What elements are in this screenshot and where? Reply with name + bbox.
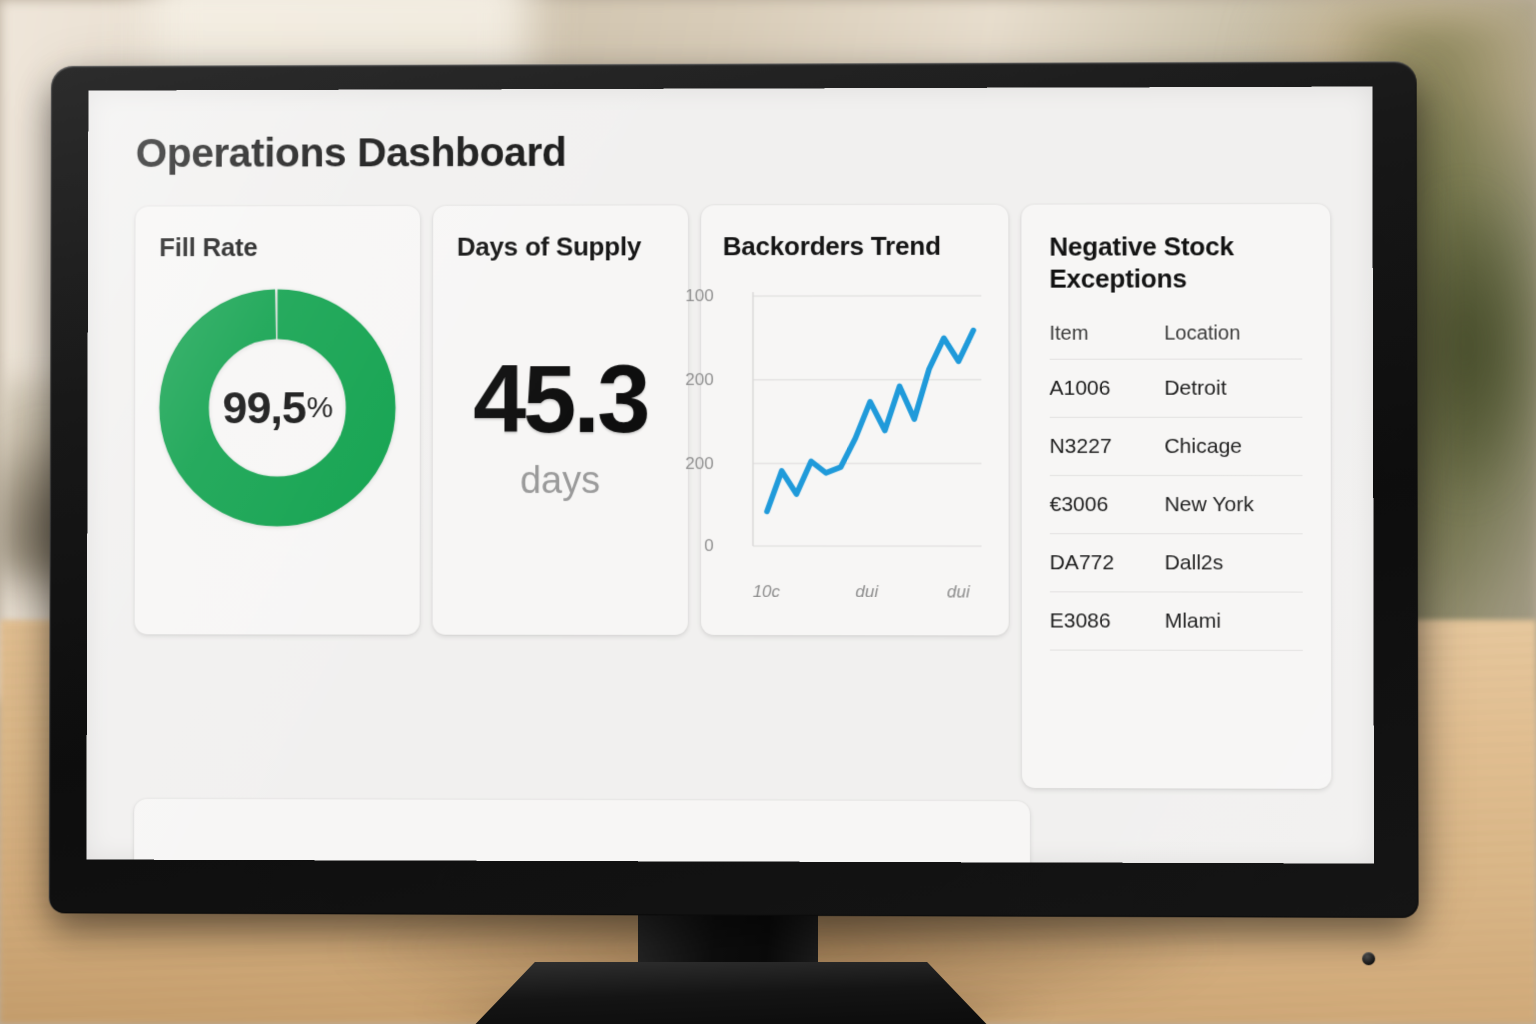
card-title-backorders-trend: Backorders Trend [723,231,986,262]
donut-chart: 99,5% [159,289,397,527]
x-axis-tick-label: dui [855,582,878,602]
chart-line-series [767,330,973,511]
exceptions-header-row: Item Location [1049,323,1302,360]
dashboard-root: Operations Dashboard Fill Rate 99,5% [86,87,1374,864]
days-of-supply-unit: days [520,460,600,503]
cell-location: New York [1142,476,1302,534]
donut-center-label: 99,5% [159,289,397,527]
cell-item: N3227 [1049,418,1142,476]
y-axis-tick-label: 200 [685,370,713,390]
backorders-line-chart: 100 200 200 0 10c dui dui [723,284,987,574]
bottom-card-row [134,799,1332,864]
cell-location: Detroit [1142,359,1302,417]
y-axis-tick-label: 200 [685,454,713,474]
cell-item: A1006 [1049,360,1142,418]
x-axis-tick-label: 10c [753,582,780,602]
power-led-icon [1362,952,1375,965]
photo-scene: Operations Dashboard Fill Rate 99,5% [0,0,1536,1024]
card-days-of-supply[interactable]: Days of Supply 45.3 days [433,205,688,635]
fill-rate-unit: % [307,391,333,425]
days-of-supply-value: 45.3 [473,352,647,448]
exceptions-table-body: A1006 Detroit N3227 Chicage €3006 New York DA7… [1049,359,1303,651]
fill-rate-donut-wrap: 99,5% [159,289,397,527]
card-fill-rate[interactable]: Fill Rate 99,5% [135,206,421,635]
exceptions-table: Item Location A1006 Detroit N3227 Chicage €3… [1049,323,1303,652]
table-row[interactable]: N3227 Chicage [1049,418,1302,476]
fill-rate-value: 99,5 [223,382,306,434]
card-negative-stock-exceptions[interactable]: Negative Stock Exceptions Item Location … [1021,204,1331,789]
cell-item: €3006 [1049,476,1142,534]
days-of-supply-body: 45.3 days [457,262,664,592]
kpi-card-row: Fill Rate 99,5% Days [134,204,1331,789]
monitor-stand-base [466,962,996,1024]
table-row[interactable]: A1006 Detroit [1049,359,1302,417]
card-title-exceptions: Negative Stock Exceptions [1049,231,1302,295]
cell-location: Dall2s [1142,534,1302,592]
backorders-chart-svg [723,284,987,574]
cell-location: Chicage [1142,418,1302,476]
page-title: Operations Dashboard [136,127,1331,177]
y-axis-tick-label: 0 [704,536,713,556]
cell-item: E3086 [1050,592,1143,650]
divider-cell [1142,651,1302,652]
column-header-item: Item [1049,323,1142,360]
cell-location: Mlami [1142,592,1302,650]
exceptions-table-head: Item Location [1049,323,1302,360]
table-row[interactable]: €3006 New York [1049,476,1302,534]
chart-gridlines [753,296,982,546]
table-row[interactable]: E3086 Mlami [1050,592,1303,651]
monitor-screen: Operations Dashboard Fill Rate 99,5% [86,87,1374,864]
table-bottom-divider [1050,650,1303,651]
x-axis-tick-label: dui [947,582,970,602]
table-row[interactable]: DA772 Dall2s [1050,534,1303,592]
card-backorders-trend[interactable]: Backorders Trend 100 200 200 0 10c dui dui [701,205,1009,636]
divider-cell [1050,650,1143,651]
card-title-fill-rate: Fill Rate [159,232,396,263]
cell-item: DA772 [1050,534,1143,592]
card-empty-panel[interactable] [134,799,1030,864]
y-axis-tick-label: 100 [685,286,713,306]
column-header-location: Location [1142,323,1302,360]
card-title-days-of-supply: Days of Supply [457,231,664,262]
